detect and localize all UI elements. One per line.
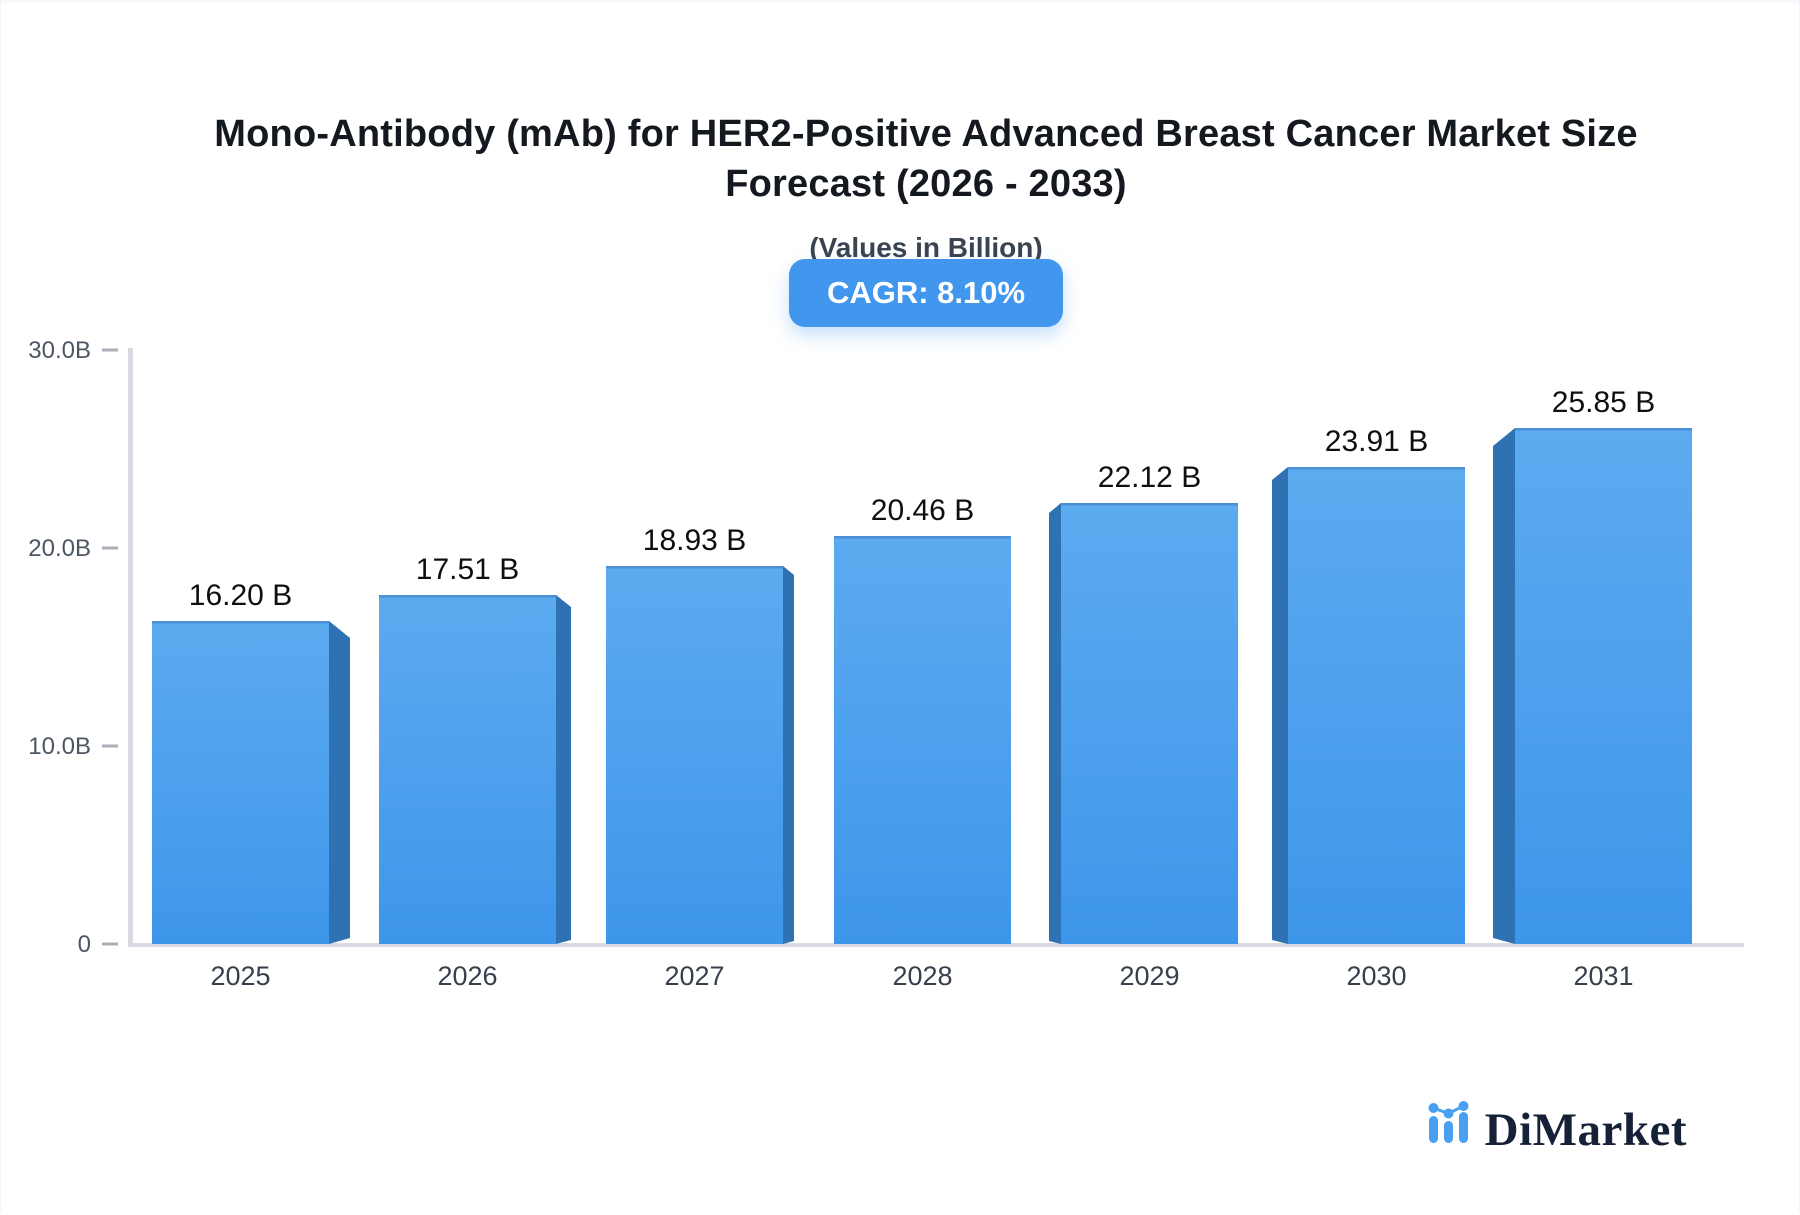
- page-title: Mono-Antibody (mAb) for HER2-Positive Ad…: [53, 109, 1799, 209]
- bar-value-label: 23.91 B: [1325, 425, 1428, 458]
- x-category-label: 2031: [1573, 961, 1633, 991]
- bar-chart-trend-icon: [1428, 1101, 1469, 1143]
- bar-group-2028: [834, 536, 1011, 944]
- bar-top-edge: [1515, 428, 1692, 431]
- bar-front-face: [834, 536, 1011, 944]
- x-category-label: 2026: [437, 961, 497, 991]
- x-category-label: 2030: [1346, 961, 1406, 991]
- bar-group-2025: [152, 621, 350, 944]
- bar-front-face: [1288, 467, 1465, 944]
- x-category-label: 2025: [210, 961, 270, 991]
- x-category-label: 2027: [664, 961, 724, 991]
- x-category-label: 2029: [1119, 961, 1179, 991]
- bar-value-label: 16.20 B: [189, 579, 292, 612]
- page-title-line1: Mono-Antibody (mAb) for HER2-Positive Ad…: [214, 113, 1638, 155]
- logo-text: DiMarket: [1484, 1104, 1687, 1156]
- bar-side-face: [1049, 503, 1061, 944]
- bar-front-face: [379, 595, 556, 944]
- bar-group-2031: [1493, 428, 1692, 944]
- y-tick-label: 20.0B: [28, 535, 91, 562]
- bar-group-2030: [1272, 467, 1465, 944]
- bar-front-face: [606, 566, 783, 944]
- bar-top-edge: [1061, 503, 1238, 506]
- chart-subtitle: (Values in Billion): [809, 232, 1043, 263]
- bar-top-edge: [834, 536, 1011, 539]
- bar-front-face: [1061, 503, 1238, 944]
- bar-value-label: 25.85 B: [1552, 386, 1655, 419]
- bar-side-face: [1493, 428, 1515, 944]
- bar-top-edge: [379, 595, 556, 598]
- bar-value-label: 22.12 B: [1098, 461, 1201, 494]
- cagr-badge: CAGR: 8.10%: [788, 259, 1064, 327]
- bar-top-edge: [1288, 467, 1465, 470]
- x-axis-line: [128, 943, 1744, 947]
- bar-side-face: [329, 621, 350, 944]
- cagr-badge-row: CAGR: 8.10%: [53, 259, 1799, 327]
- y-axis-line: [128, 348, 133, 947]
- bar-front-face: [152, 621, 329, 944]
- bar-side-face: [783, 566, 794, 944]
- bar-group-2026: [379, 595, 571, 944]
- bar-group-2027: [606, 566, 794, 944]
- bar-value-label: 17.51 B: [416, 553, 519, 586]
- y-tick-label: 0: [78, 931, 91, 958]
- bar-group-2029: [1049, 503, 1238, 944]
- bar-value-label: 18.93 B: [643, 524, 746, 557]
- market-size-bar-chart: 0 10.0B 20.0B 30.0B 16.20 B 2025 17.51 B 2026 18…: [28, 337, 1744, 991]
- bar-top-edge: [152, 621, 329, 624]
- dimarket-logo: DiMarket: [1426, 1101, 1687, 1154]
- page-title-line2: Forecast (2026 - 2033): [725, 163, 1127, 205]
- bar-side-face: [1272, 467, 1288, 944]
- x-category-label: 2028: [892, 961, 952, 991]
- bar-front-face: [1515, 428, 1692, 944]
- bar-top-edge: [606, 566, 783, 569]
- bar-value-label: 20.46 B: [871, 494, 974, 527]
- y-tick-label: 10.0B: [28, 733, 91, 760]
- y-tick-label: 30.0B: [28, 337, 91, 364]
- bar-side-face: [556, 595, 571, 944]
